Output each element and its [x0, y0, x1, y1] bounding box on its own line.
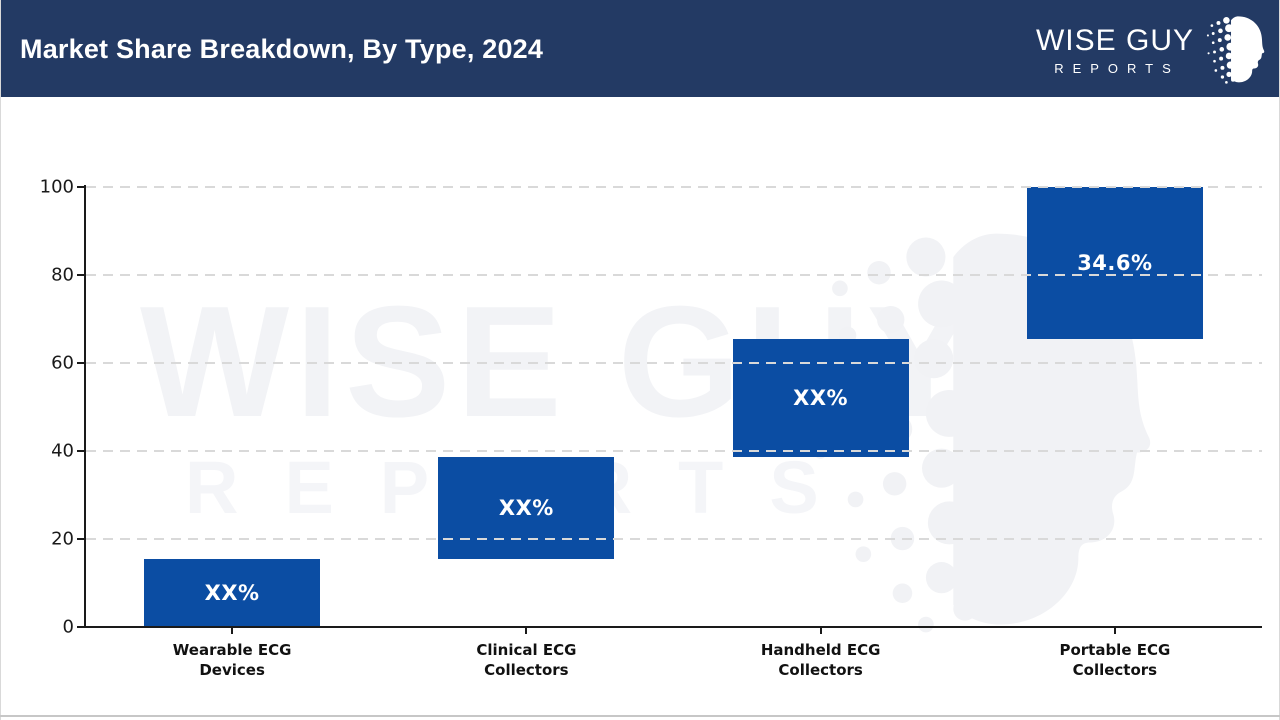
x-category-label: Portable ECG Collectors: [1059, 641, 1171, 680]
gridline-100: [86, 185, 1262, 188]
x-category-label: Handheld ECG Collectors: [760, 641, 881, 680]
bar-segment-2: XX%: [438, 456, 615, 560]
bar-value-label: XX%: [204, 581, 260, 606]
y-axis-line: [84, 185, 86, 628]
y-tick-mark: [77, 626, 84, 628]
x-tick-mark: [525, 628, 528, 634]
header-bar: Market Share Breakdown, By Type, 2024 WI…: [0, 0, 1280, 97]
y-tick-mark: [77, 273, 84, 276]
bar-value-label: 34.6%: [1077, 250, 1153, 275]
y-tick-label: 40: [51, 440, 74, 462]
page-title: Market Share Breakdown, By Type, 2024: [20, 34, 544, 64]
wise-guy-logo: WISE GUY REPORTS: [1026, 8, 1266, 92]
face-profile-icon: [1206, 16, 1265, 84]
x-category-label: Clinical ECG Collectors: [476, 641, 577, 680]
bar-segment-3: XX%: [732, 338, 909, 457]
bar-value-label: XX%: [498, 495, 554, 520]
y-tick-label: 80: [51, 264, 74, 286]
y-tick-mark: [77, 361, 84, 364]
x-tick-mark: [1113, 628, 1116, 634]
y-tick-label: 20: [51, 528, 74, 550]
x-tick-mark: [231, 628, 234, 634]
gridline-80: [86, 273, 1262, 276]
gridline-60: [86, 361, 1262, 364]
logo-subtitle: REPORTS: [1054, 61, 1180, 76]
logo-text: WISE GUY REPORTS: [1026, 24, 1204, 77]
gridline-20: [86, 537, 1262, 540]
x-axis-line: [84, 626, 1262, 628]
bar-segment-4: 34.6%: [1026, 186, 1203, 339]
x-category-label: Wearable ECG Devices: [172, 641, 292, 680]
bar-segment-1: XX%: [144, 559, 321, 627]
y-tick-mark: [77, 185, 84, 188]
logo-name: WISE GUY: [1035, 24, 1194, 57]
bottom-divider: [0, 715, 1280, 717]
y-tick-label: 100: [39, 176, 74, 197]
y-tick-label: 60: [51, 352, 74, 374]
y-tick-mark: [77, 537, 84, 540]
x-tick-mark: [819, 628, 822, 634]
y-tick-label: 0: [62, 616, 74, 638]
y-tick-mark: [77, 449, 84, 452]
bar-value-label: XX%: [793, 385, 849, 410]
gridline-40: [86, 449, 1262, 452]
